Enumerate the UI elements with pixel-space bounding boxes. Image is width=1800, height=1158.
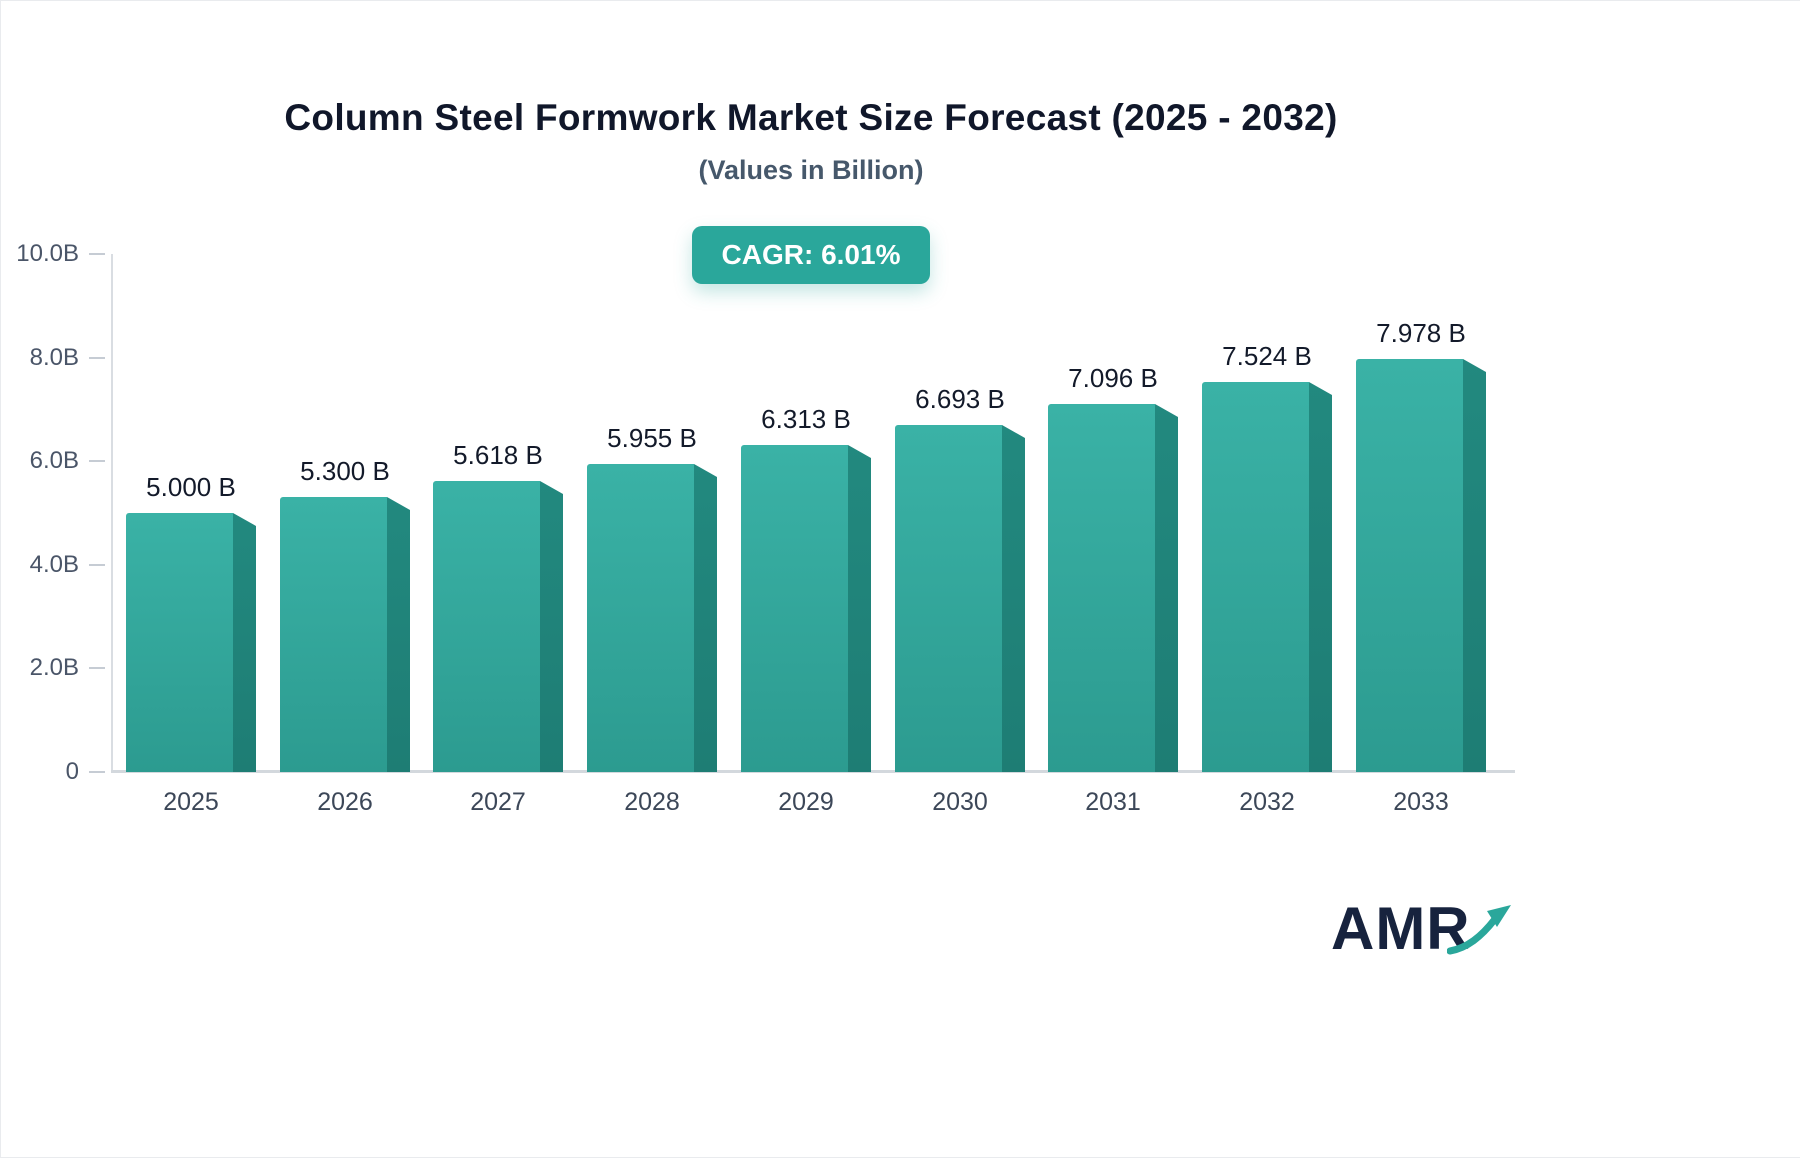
- x-tick-label: 2032: [1239, 788, 1295, 816]
- chart-header: Column Steel Formwork Market Size Foreca…: [1, 1, 1621, 284]
- x-tick-label: 2029: [778, 788, 834, 816]
- bar-front-face: [433, 481, 540, 772]
- y-tick-label: 6.0B: [29, 447, 79, 475]
- bar-value-label: 5.300 B: [300, 456, 390, 486]
- bar-side-face: [1155, 404, 1178, 772]
- bar-value-label: 5.000 B: [146, 472, 236, 502]
- bar-value-label: 7.978 B: [1376, 318, 1466, 348]
- y-tick-mark: [89, 771, 105, 773]
- bar-front-face: [1202, 382, 1309, 772]
- y-tick-label: 10.0B: [16, 240, 79, 267]
- y-tick-mark: [89, 356, 105, 359]
- cagr-badge: CAGR: 6.01%: [691, 226, 931, 284]
- y-tick-mark: [89, 253, 105, 255]
- bar-value-label: 7.096 B: [1068, 363, 1158, 393]
- bar: 5.300 B: [280, 456, 410, 772]
- x-tick-label: 2033: [1393, 788, 1449, 816]
- amr-logo: AMR: [1331, 894, 1516, 974]
- chart-subtitle: (Values in Billion): [698, 155, 924, 185]
- bar-side-face: [1309, 382, 1332, 772]
- y-tick-label: 8.0B: [29, 343, 79, 371]
- x-tick-label: 2031: [1085, 788, 1141, 816]
- y-tick-label: 4.0B: [29, 550, 79, 578]
- y-tick-mark: [89, 460, 105, 463]
- bar-value-label: 6.693 B: [915, 384, 1005, 414]
- y-tick-mark: [89, 563, 105, 566]
- bar: 7.978 B: [1356, 318, 1486, 772]
- bar-value-label: 5.618 B: [453, 440, 543, 470]
- bar-side-face: [694, 464, 717, 772]
- bar-front-face: [587, 464, 694, 772]
- bar-front-face: [126, 513, 233, 772]
- bar-front-face: [741, 445, 848, 772]
- bar-side-face: [387, 497, 410, 772]
- bar-value-label: 7.524 B: [1222, 341, 1312, 371]
- bar-front-face: [1048, 404, 1155, 772]
- bar: 7.524 B: [1202, 341, 1332, 772]
- bar: 6.693 B: [895, 384, 1025, 772]
- bar: 5.955 B: [587, 423, 717, 772]
- cagr-badge-row: CAGR: 6.01%: [1, 186, 1621, 284]
- bar-side-face: [233, 513, 256, 772]
- bar-front-face: [1356, 359, 1463, 772]
- bar: 5.000 B: [126, 472, 256, 772]
- bar-value-label: 6.313 B: [761, 404, 851, 434]
- bar-side-face: [540, 481, 563, 772]
- y-axis-line: [111, 254, 113, 772]
- y-tick-mark: [89, 667, 105, 670]
- bar-front-face: [280, 497, 387, 772]
- bar-side-face: [1463, 359, 1486, 772]
- x-tick-label: 2028: [624, 788, 680, 816]
- bar-value-label: 5.955 B: [607, 423, 697, 453]
- bar-side-face: [848, 445, 871, 772]
- x-tick-label: 2030: [932, 788, 988, 816]
- x-tick-label: 2026: [317, 788, 373, 816]
- y-tick-label: 2.0B: [29, 654, 79, 682]
- y-tick-label: 0: [65, 758, 79, 785]
- x-tick-label: 2027: [470, 788, 526, 816]
- bar-front-face: [895, 425, 1002, 772]
- logo-arrow-icon: [1447, 905, 1511, 955]
- chart-title: Column Steel Formwork Market Size Foreca…: [284, 97, 1338, 138]
- x-tick-label: 2025: [163, 788, 219, 816]
- bar: 5.618 B: [433, 440, 563, 772]
- bar-side-face: [1002, 425, 1025, 772]
- bar: 7.096 B: [1048, 363, 1178, 772]
- bar: 6.313 B: [741, 404, 871, 772]
